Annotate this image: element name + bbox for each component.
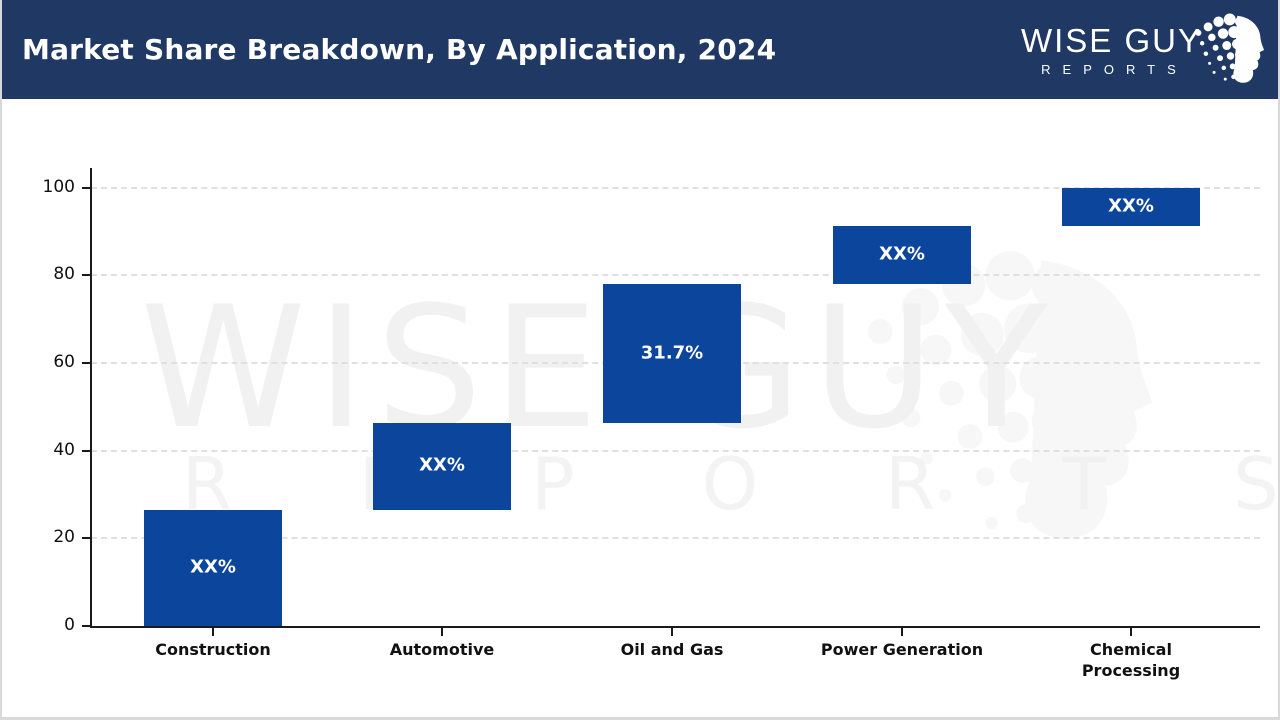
gridline-100 (91, 186, 1260, 189)
bar-value-label: XX% (879, 243, 925, 265)
x-category-label-line: Automotive (389, 640, 495, 659)
y-tick-100 (82, 186, 91, 189)
bar-value-label: XX% (1108, 195, 1154, 217)
logo-brand-sub: REPORTS (1041, 62, 1188, 77)
logo-wordmark: WISE GUY REPORTS (1021, 22, 1202, 77)
y-tick-80 (82, 274, 91, 277)
bar-automotive: XX% (373, 423, 511, 510)
x-category-label-4: Power Generation (792, 640, 1012, 661)
y-tick-0 (82, 625, 91, 627)
x-category-label-line: Construction (155, 640, 271, 659)
bar-power-generation: XX% (833, 225, 971, 285)
x-tick-5 (1130, 628, 1132, 636)
x-category-label-line: Processing (1081, 660, 1181, 680)
y-tick-40 (82, 449, 91, 452)
y-tick-label-0: 0 (64, 615, 75, 635)
x-category-label-1: Construction (103, 640, 323, 661)
bar-chemical-processing: XX% (1062, 187, 1200, 226)
logo-brand-name: WISE GUY (1020, 22, 1202, 59)
watermark-head-dots-icon (867, 251, 1153, 539)
y-tick-label-80: 80 (53, 264, 75, 285)
x-category-label-line: Chemical (1090, 640, 1172, 659)
bar-value-label: XX% (190, 556, 236, 578)
page-title: Market Share Breakdown, By Application, … (22, 33, 777, 66)
bar-value-label: 31.7% (640, 342, 704, 364)
y-axis-spine (90, 168, 92, 628)
gridline-80 (91, 274, 1260, 277)
x-tick-1 (212, 628, 214, 636)
logo: WISE GUY REPORTS (1021, 7, 1278, 93)
y-tick-label-40: 40 (53, 439, 75, 460)
y-tick-60 (82, 362, 91, 365)
logo-head-dots-icon (1195, 12, 1265, 83)
x-tick-2 (441, 628, 443, 636)
bar-construction: XX% (144, 509, 282, 626)
x-category-label-2: Automotive (332, 640, 552, 661)
x-category-label-5: Chemical Processing (1021, 640, 1241, 682)
y-tick-label-60: 60 (53, 352, 75, 373)
report-header: Market Share Breakdown, By Application, … (2, 0, 1278, 99)
x-category-label-line: Power Generation (820, 640, 984, 659)
x-category-label-line: Oil and Gas (620, 640, 724, 659)
y-tick-label-20: 20 (53, 527, 75, 548)
y-tick-label-100: 100 (42, 176, 75, 197)
x-tick-4 (901, 628, 903, 636)
bar-value-label: XX% (419, 455, 465, 477)
x-tick-3 (671, 628, 673, 636)
y-tick-20 (82, 537, 91, 540)
x-category-label-3: Oil and Gas (562, 640, 782, 661)
gridline-20 (91, 537, 1260, 540)
bar-oil-and-gas: 31.7% (603, 284, 741, 424)
x-axis-spine (90, 626, 1260, 628)
gridline-40 (91, 449, 1260, 452)
